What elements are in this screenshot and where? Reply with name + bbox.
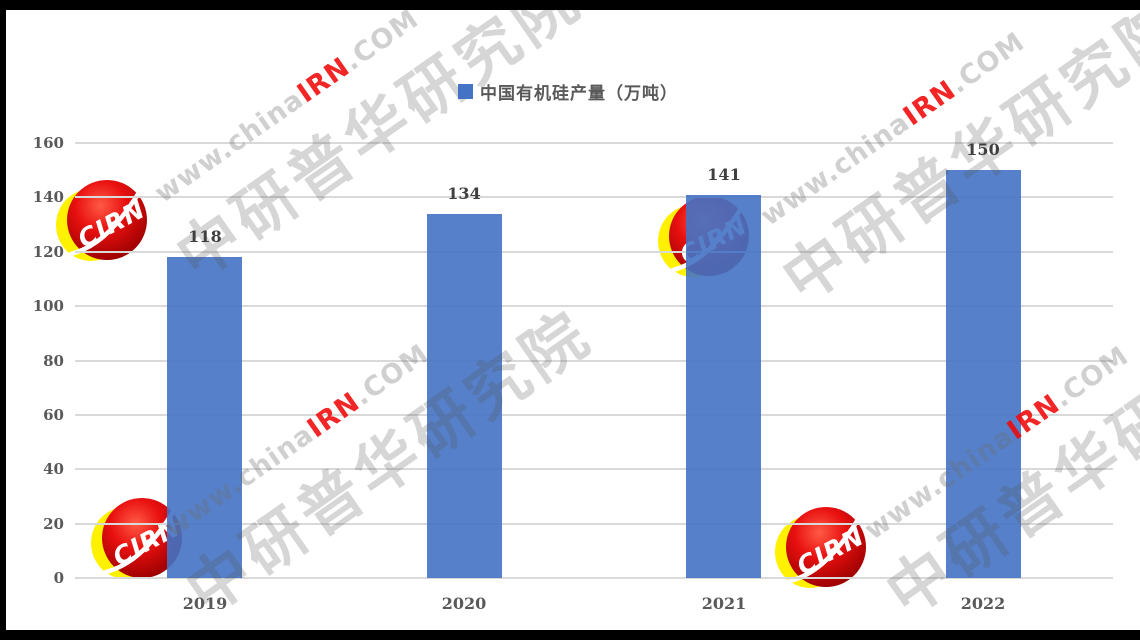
gridline xyxy=(75,414,1113,416)
gridline xyxy=(75,577,1113,579)
y-axis-tick-label: 40 xyxy=(43,460,64,478)
logo-red-ball xyxy=(786,507,866,587)
legend: 中国有机硅产量（万吨） xyxy=(458,79,678,104)
y-axis-tick-label: 100 xyxy=(32,297,64,315)
bar-2020 xyxy=(427,214,502,578)
cirn-ball-logo: CIRN xyxy=(774,505,869,591)
y-axis-tick-label: 140 xyxy=(32,188,64,206)
y-axis-tick-label: 120 xyxy=(32,243,64,261)
legend-label: 中国有机硅产量（万吨） xyxy=(480,84,678,104)
bar-value-label: 118 xyxy=(188,227,222,246)
gridline xyxy=(75,251,1113,253)
y-axis-tick-label: 0 xyxy=(53,569,64,587)
gridline xyxy=(75,305,1113,307)
gridline xyxy=(75,360,1113,362)
legend-marker-icon xyxy=(458,84,473,99)
x-axis-tick-label: 2022 xyxy=(960,594,1006,613)
gridline xyxy=(75,196,1113,198)
bar-value-label: 134 xyxy=(447,184,481,203)
frame-strip-left xyxy=(0,0,6,640)
gridline xyxy=(75,142,1113,144)
x-axis-tick-label: 2019 xyxy=(182,594,228,613)
gridline xyxy=(75,523,1113,525)
logo-red-ball xyxy=(67,180,147,260)
bar-value-label: 141 xyxy=(707,165,741,184)
y-axis-tick-label: 80 xyxy=(43,352,64,370)
cirn-ball-logo: CIRN xyxy=(55,178,150,264)
gridline xyxy=(75,468,1113,470)
x-axis-tick-label: 2021 xyxy=(701,594,747,613)
bar-2019 xyxy=(167,257,242,578)
bar-2021 xyxy=(686,195,761,578)
frame-strip-top xyxy=(0,0,1140,10)
y-axis-tick-label: 160 xyxy=(32,134,64,152)
y-axis-tick-label: 20 xyxy=(43,515,64,533)
frame-strip-bottom xyxy=(0,630,1140,640)
bar-value-label: 150 xyxy=(966,140,1000,159)
logo-red-ball xyxy=(102,498,182,578)
bar-2022 xyxy=(946,170,1021,578)
y-axis-tick-label: 60 xyxy=(43,406,64,424)
x-axis-tick-label: 2020 xyxy=(441,594,487,613)
